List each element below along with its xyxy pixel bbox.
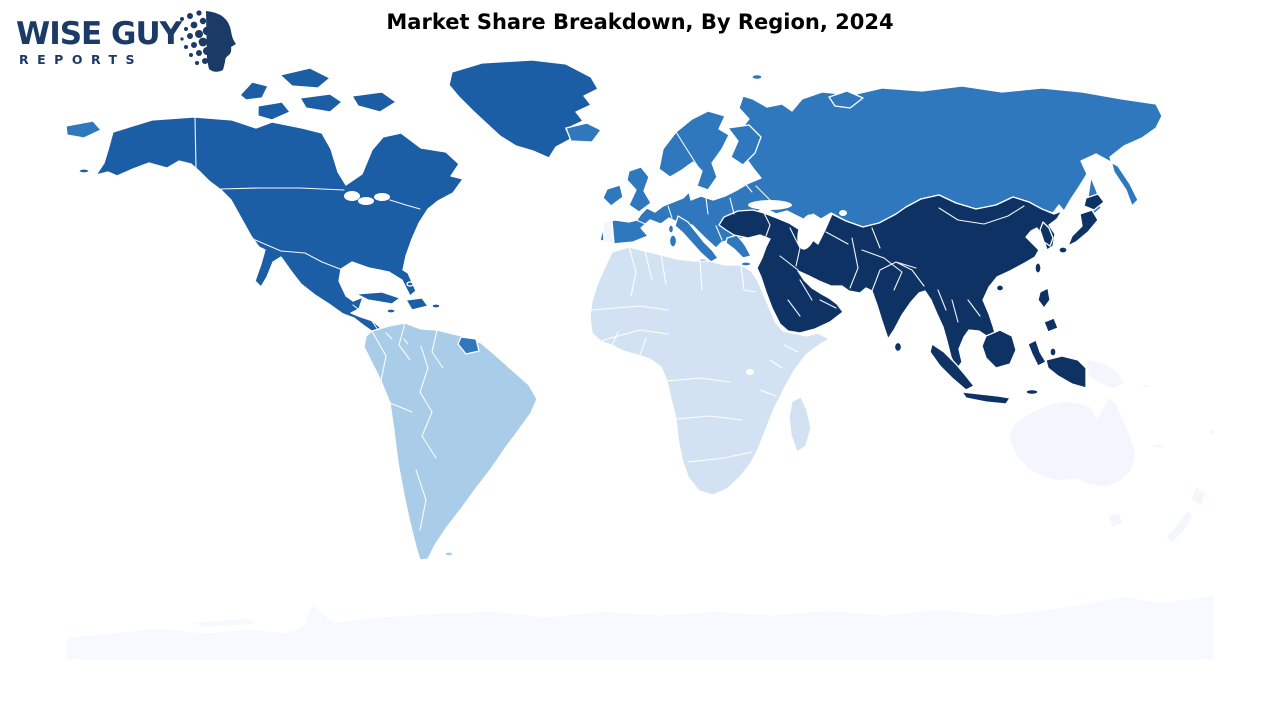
arctic-island[interactable] bbox=[351, 91, 397, 113]
philippines-mindanao[interactable] bbox=[1043, 317, 1059, 333]
corsica[interactable] bbox=[667, 224, 675, 234]
region-oceania[interactable] bbox=[602, 220, 1216, 544]
page-title: Market Share Breakdown, By Region, 2024 bbox=[386, 10, 894, 34]
new-caledonia[interactable] bbox=[1151, 443, 1165, 449]
region-antarctica[interactable] bbox=[65, 594, 1215, 661]
inland-water bbox=[344, 191, 847, 375]
madagascar[interactable] bbox=[788, 396, 812, 453]
antarctica-mainland[interactable] bbox=[65, 594, 1215, 661]
arctic-island[interactable] bbox=[239, 81, 269, 101]
new-zealand-south[interactable] bbox=[1165, 509, 1194, 544]
greece[interactable] bbox=[725, 234, 752, 259]
italy[interactable] bbox=[674, 215, 719, 263]
arctic-island[interactable] bbox=[299, 93, 343, 113]
border-europe-1 bbox=[635, 197, 735, 227]
svalbard[interactable] bbox=[751, 73, 763, 81]
border-africa-1 bbox=[628, 246, 757, 297]
new-zealand-north[interactable] bbox=[1190, 485, 1207, 508]
cuba[interactable] bbox=[355, 291, 401, 305]
japan-kyushu[interactable] bbox=[1058, 246, 1068, 254]
puerto-rico[interactable] bbox=[431, 303, 441, 309]
border-arabia bbox=[787, 279, 837, 317]
arctic-island[interactable] bbox=[257, 101, 291, 121]
region-europe-russia[interactable] bbox=[65, 73, 1163, 355]
portugal[interactable] bbox=[602, 220, 615, 244]
ice-shelf bbox=[189, 617, 259, 629]
border-asia-4 bbox=[937, 221, 1050, 323]
bahamas[interactable] bbox=[406, 281, 414, 287]
sulawesi[interactable] bbox=[1027, 339, 1047, 367]
solomon-islands[interactable] bbox=[1141, 383, 1151, 389]
border-mongolia bbox=[938, 205, 1025, 225]
border-alaska-canada bbox=[194, 117, 197, 169]
philippines-luzon[interactable] bbox=[1037, 287, 1051, 309]
border-europe-2 bbox=[675, 131, 771, 241]
timor[interactable] bbox=[1025, 388, 1039, 396]
crete[interactable] bbox=[740, 261, 752, 267]
border-us-mexico bbox=[252, 238, 341, 270]
jamaica[interactable] bbox=[386, 308, 396, 314]
lake-michigan-huron bbox=[358, 197, 374, 205]
tasmania[interactable] bbox=[1107, 512, 1124, 529]
lake-superior bbox=[344, 191, 360, 201]
chukotka-wrap[interactable] bbox=[65, 120, 102, 139]
border-africa-3 bbox=[666, 377, 753, 463]
border-us-canada bbox=[220, 187, 345, 191]
logo-subtitle: REPORTS bbox=[19, 52, 143, 67]
borneo[interactable] bbox=[981, 329, 1017, 369]
lake-erie-ontario bbox=[374, 193, 390, 201]
border-africa-2 bbox=[591, 305, 669, 356]
java[interactable] bbox=[961, 391, 1011, 405]
papua-new-guinea[interactable] bbox=[1086, 358, 1126, 390]
great-britain[interactable] bbox=[626, 166, 652, 213]
black-sea bbox=[748, 200, 792, 210]
scandinavia[interactable] bbox=[658, 110, 730, 191]
finland[interactable] bbox=[727, 124, 762, 166]
moluccas[interactable] bbox=[1049, 347, 1057, 357]
aleutian-island[interactable] bbox=[78, 168, 90, 174]
border-asia-1 bbox=[763, 212, 801, 271]
region-south-america[interactable] bbox=[363, 322, 538, 561]
hainan[interactable] bbox=[995, 284, 1005, 292]
region-north-america[interactable] bbox=[78, 59, 599, 354]
region-africa[interactable] bbox=[589, 246, 830, 496]
hispaniola[interactable] bbox=[405, 297, 429, 311]
border-us-canada-east bbox=[389, 199, 421, 210]
ireland[interactable] bbox=[602, 184, 624, 207]
new-guinea-west[interactable] bbox=[1045, 355, 1087, 389]
arctic-island[interactable] bbox=[279, 67, 331, 89]
australia[interactable] bbox=[1007, 396, 1137, 488]
falkland-islands[interactable] bbox=[444, 551, 454, 557]
sumatra[interactable] bbox=[929, 343, 975, 391]
greenland[interactable] bbox=[448, 59, 599, 159]
border-south-america-3 bbox=[371, 330, 427, 531]
north-america-mainland[interactable] bbox=[95, 116, 464, 354]
fiji[interactable] bbox=[1208, 429, 1216, 435]
border-south-america-2 bbox=[419, 345, 437, 459]
lake-victoria bbox=[746, 369, 754, 375]
aral-sea bbox=[839, 210, 847, 216]
border-central-america bbox=[352, 304, 409, 345]
south-america-mainland[interactable] bbox=[363, 322, 538, 561]
japan-hokkaido[interactable] bbox=[1083, 193, 1105, 211]
taiwan[interactable] bbox=[1034, 262, 1042, 274]
sri-lanka[interactable] bbox=[893, 341, 903, 353]
dotted-head-icon bbox=[180, 10, 236, 72]
french-guiana[interactable] bbox=[457, 336, 480, 355]
border-asia-3 bbox=[871, 257, 925, 292]
novaya-zemlya[interactable] bbox=[828, 90, 864, 109]
border-africa-4 bbox=[759, 322, 799, 397]
border-asia-2 bbox=[825, 227, 885, 289]
country-borders bbox=[194, 117, 1050, 531]
logo-wordmark: WISE GUY bbox=[16, 16, 183, 52]
sardinia[interactable] bbox=[668, 234, 678, 248]
iceland[interactable] bbox=[565, 122, 602, 143]
japan-honshu[interactable] bbox=[1067, 209, 1099, 247]
border-south-america-1 bbox=[398, 322, 444, 369]
wise-guy-reports-logo: WISE GUY REPORTS bbox=[16, 10, 236, 72]
caspian-sea bbox=[797, 214, 817, 250]
